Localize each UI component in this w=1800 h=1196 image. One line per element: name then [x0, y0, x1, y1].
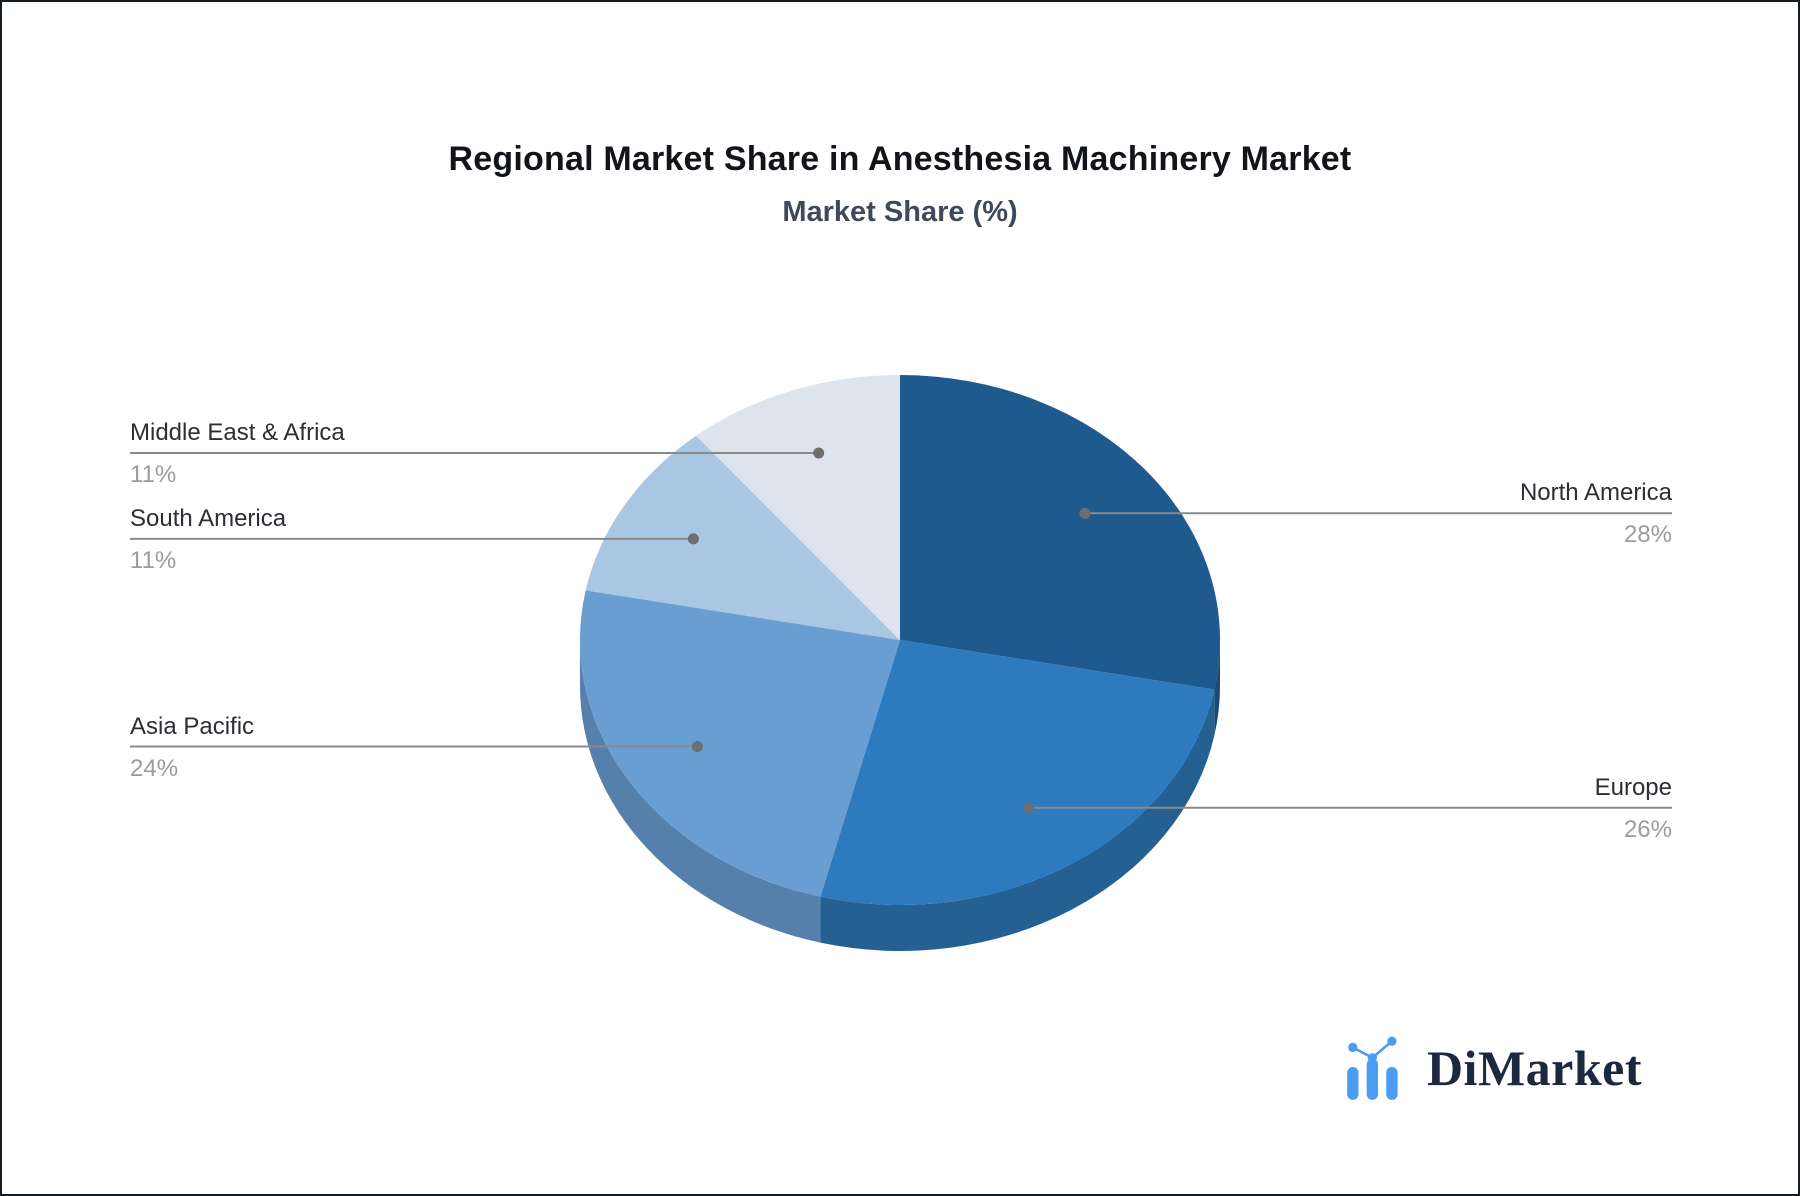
- bar-chart-sparkline-icon: [1347, 1036, 1398, 1100]
- chart-subtitle: Market Share (%): [782, 196, 1018, 228]
- slice-percent: 26%: [1623, 816, 1672, 843]
- callout-dot: [813, 447, 825, 459]
- pie-slice-south-america: [585, 435, 900, 640]
- slice-label: Europe: [1594, 774, 1672, 801]
- callout-dot: [1023, 802, 1035, 814]
- pie-slice-north-america: [900, 375, 1220, 690]
- slice-label: Asia Pacific: [130, 713, 255, 740]
- pie-slice-middle-east-africa: [696, 375, 900, 640]
- slice-percent: 11%: [130, 547, 177, 574]
- pie-rim-asia-pacific: [580, 640, 821, 943]
- slice-label: South America: [130, 505, 287, 532]
- slice-percent: 28%: [1623, 521, 1672, 548]
- dimarket-logo: DiMarket: [1341, 1032, 1642, 1104]
- pie-rim-europe: [820, 689, 1215, 951]
- callout-dot: [687, 533, 699, 545]
- slice-percent: 11%: [130, 461, 177, 488]
- pie-rim-north-america: [1214, 640, 1220, 736]
- callout-dot: [1079, 507, 1091, 519]
- slice-label: Middle East & Africa: [130, 419, 345, 446]
- slice-percent: 24%: [130, 755, 179, 782]
- pie-slice-asia-pacific: [580, 590, 900, 897]
- slice-label: North America: [1519, 479, 1672, 506]
- logo-text: DiMarket: [1426, 1040, 1642, 1096]
- pie-slice-europe: [820, 640, 1215, 905]
- callout-dot: [691, 741, 703, 752]
- chart-title: Regional Market Share in Anesthesia Mach…: [448, 140, 1352, 178]
